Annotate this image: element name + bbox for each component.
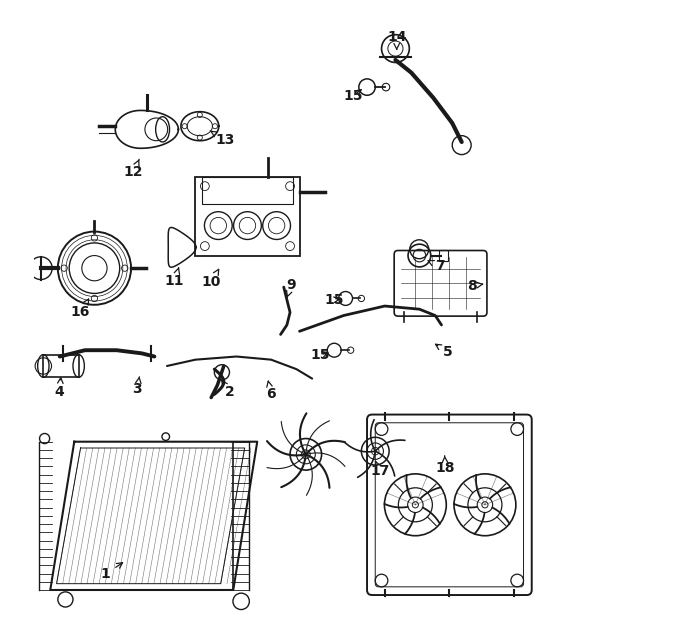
Text: 6: 6	[266, 381, 276, 401]
Text: 5: 5	[435, 345, 453, 359]
Text: 16: 16	[71, 299, 90, 319]
Text: 11: 11	[164, 268, 184, 288]
Bar	[195, 177, 300, 256]
Text: 2: 2	[221, 380, 235, 399]
Text: 9: 9	[286, 278, 296, 298]
Text: 14: 14	[387, 30, 407, 49]
Text: 4: 4	[55, 378, 64, 399]
Text: 15: 15	[344, 89, 363, 103]
Bar	[439, 250, 448, 261]
Bar	[202, 177, 293, 204]
Text: 8: 8	[467, 279, 482, 293]
Text: 7: 7	[428, 259, 444, 273]
Text: 1: 1	[101, 563, 122, 581]
Text: 18: 18	[435, 456, 455, 475]
Text: 3: 3	[132, 377, 142, 396]
Text: 13: 13	[210, 131, 235, 147]
Text: 15: 15	[325, 293, 344, 307]
Bar	[43, 355, 78, 377]
Text: 15: 15	[311, 348, 330, 362]
Text: 10: 10	[202, 269, 221, 289]
Text: 12: 12	[124, 159, 144, 179]
Text: 17: 17	[370, 461, 390, 478]
